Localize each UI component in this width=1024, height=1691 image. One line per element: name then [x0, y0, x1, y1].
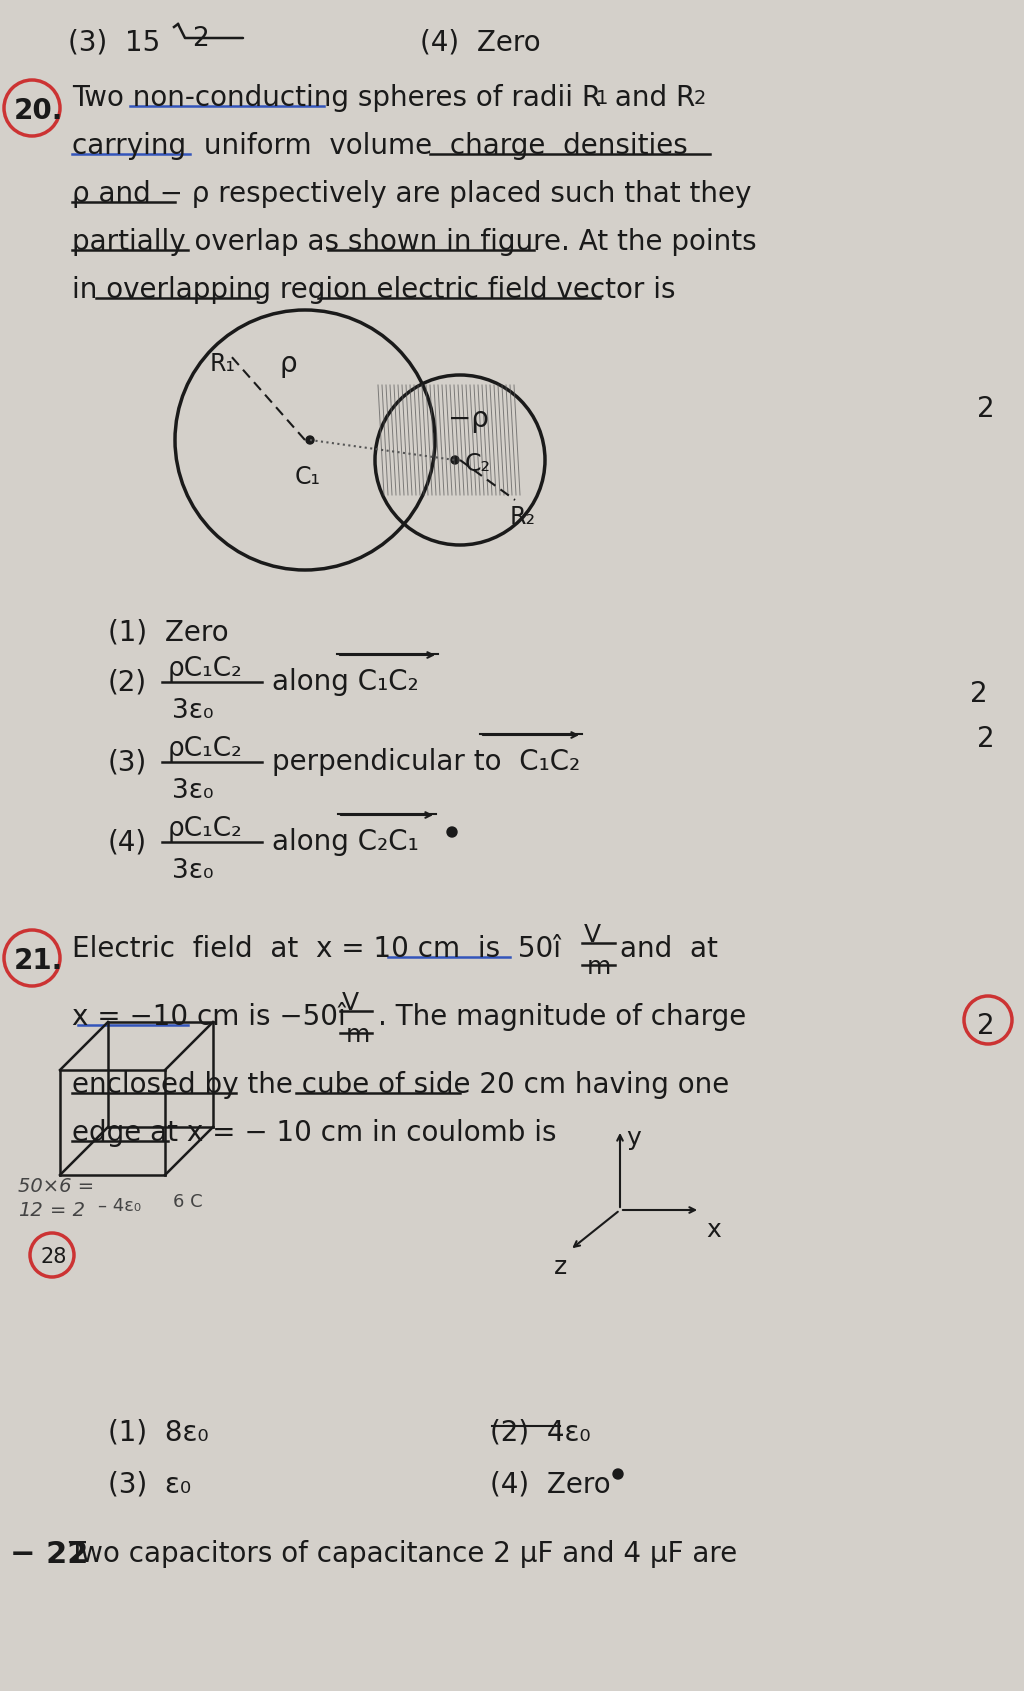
Text: (2)  4ε₀: (2) 4ε₀	[490, 1419, 591, 1446]
Text: 2: 2	[977, 1011, 994, 1040]
Text: carrying  uniform  volume  charge  densities: carrying uniform volume charge densities	[72, 132, 688, 161]
Text: (4)  Zero: (4) Zero	[420, 29, 541, 56]
Circle shape	[447, 827, 457, 837]
Text: x: x	[706, 1218, 721, 1241]
Text: m: m	[587, 955, 611, 979]
Text: 21.: 21.	[14, 947, 63, 976]
Text: 6 C: 6 C	[173, 1192, 203, 1211]
Text: ρC₁C₂: ρC₁C₂	[168, 656, 243, 681]
Circle shape	[306, 436, 314, 445]
Text: −ρ: −ρ	[449, 406, 488, 433]
Text: (3)  ε₀: (3) ε₀	[108, 1469, 191, 1498]
Text: 12: 12	[18, 1201, 43, 1219]
Text: along C₂C₁: along C₂C₁	[272, 829, 419, 856]
Text: 1: 1	[596, 90, 608, 108]
Text: 3ε₀: 3ε₀	[172, 778, 213, 803]
Text: 28: 28	[40, 1246, 67, 1267]
Text: x = −10 cm is −50î: x = −10 cm is −50î	[72, 1003, 346, 1032]
Text: . The magnitude of charge: . The magnitude of charge	[378, 1003, 746, 1032]
Circle shape	[613, 1469, 623, 1480]
Text: (2): (2)	[108, 668, 147, 697]
Text: 2: 2	[694, 90, 707, 108]
Text: 3ε₀: 3ε₀	[172, 857, 213, 884]
Text: ρC₁C₂: ρC₁C₂	[168, 736, 243, 763]
Text: edge at x = − 10 cm in coulomb is: edge at x = − 10 cm in coulomb is	[72, 1119, 556, 1146]
Text: enclosed by the cube of side 20 cm having one: enclosed by the cube of side 20 cm havin…	[72, 1070, 729, 1099]
Text: C₂: C₂	[465, 451, 490, 475]
Text: – 4ε₀: – 4ε₀	[98, 1197, 141, 1216]
Text: (1)  8ε₀: (1) 8ε₀	[108, 1419, 209, 1446]
Text: 2: 2	[977, 396, 995, 423]
Text: along C₁C₂: along C₁C₂	[272, 668, 419, 697]
Text: R₁: R₁	[210, 352, 236, 375]
Text: (3)  15: (3) 15	[68, 29, 160, 56]
Text: (3): (3)	[108, 747, 147, 776]
Text: (4)  Zero: (4) Zero	[490, 1469, 610, 1498]
Text: perpendicular to  C₁C₂: perpendicular to C₁C₂	[272, 747, 581, 776]
Text: ρ and − ρ respectively are placed such that they: ρ and − ρ respectively are placed such t…	[72, 179, 752, 208]
Text: y: y	[626, 1126, 641, 1150]
Text: 3ε₀: 3ε₀	[172, 698, 213, 724]
Text: (1)  Zero: (1) Zero	[108, 617, 228, 646]
Text: (4): (4)	[108, 829, 147, 856]
Text: 50×6 =: 50×6 =	[18, 1177, 94, 1196]
Text: 20.: 20.	[14, 96, 63, 125]
Text: = 2: = 2	[50, 1201, 85, 1219]
Text: 2: 2	[977, 725, 995, 752]
Text: z: z	[554, 1255, 567, 1278]
Text: V: V	[584, 923, 601, 947]
Text: C₁: C₁	[295, 465, 321, 489]
Text: Two capacitors of capacitance 2 μF and 4 μF are: Two capacitors of capacitance 2 μF and 4…	[68, 1541, 737, 1568]
Text: and  at: and at	[620, 935, 718, 962]
Text: 2: 2	[971, 680, 988, 709]
Text: and R: and R	[606, 85, 695, 112]
Text: 2: 2	[193, 25, 209, 52]
Text: − 22: − 22	[10, 1541, 88, 1569]
Text: m: m	[346, 1023, 371, 1047]
Text: V: V	[342, 991, 359, 1015]
Text: partially overlap as shown in figure. At the points: partially overlap as shown in figure. At…	[72, 228, 757, 255]
Text: Electric  field  at  x = 10 cm  is  50î: Electric field at x = 10 cm is 50î	[72, 935, 561, 962]
Circle shape	[451, 457, 459, 463]
Text: ρC₁C₂: ρC₁C₂	[168, 817, 243, 842]
Text: in overlapping region electric field vector is: in overlapping region electric field vec…	[72, 276, 676, 304]
Text: R₂: R₂	[510, 506, 536, 529]
Text: ρ: ρ	[280, 350, 298, 379]
Text: Two non-conducting spheres of radii R: Two non-conducting spheres of radii R	[72, 85, 601, 112]
